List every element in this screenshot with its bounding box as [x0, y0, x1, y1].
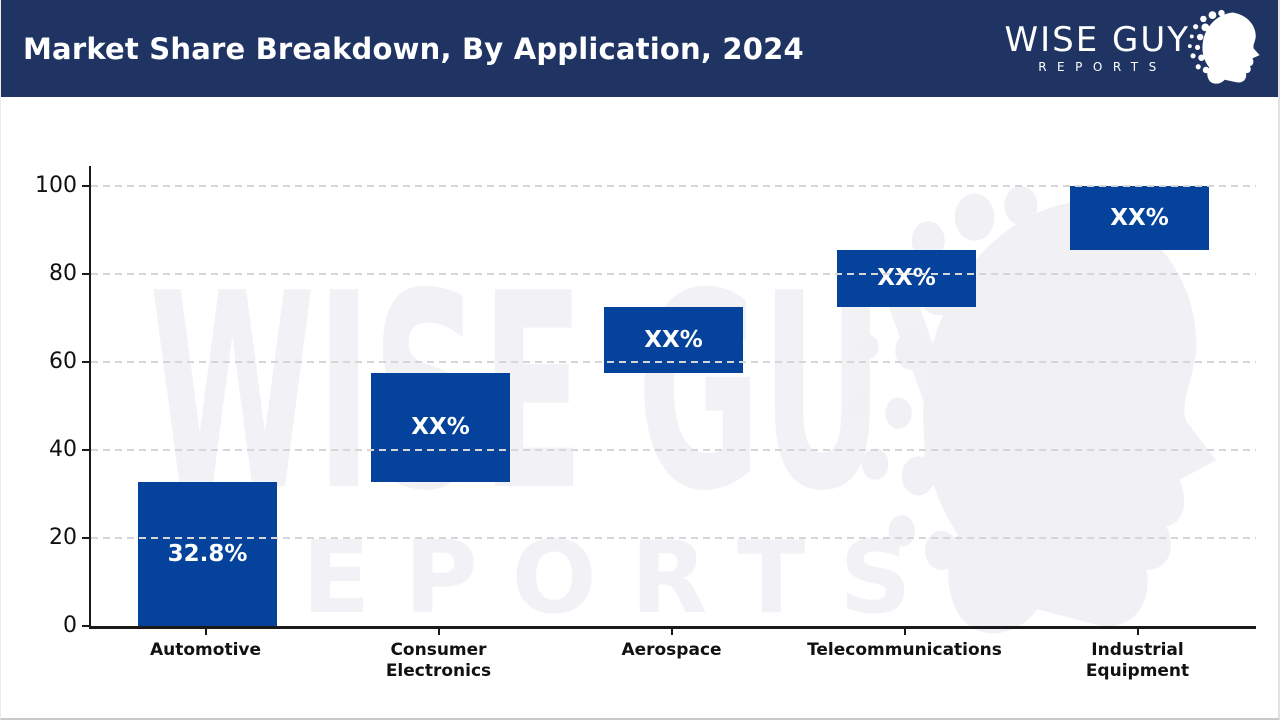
y-tick-mark: [82, 184, 90, 187]
x-category-label: Telecommunications: [807, 640, 1002, 660]
gridline: [91, 184, 1256, 187]
x-tick-mark: [437, 627, 440, 635]
bar: XX%: [604, 306, 743, 373]
y-tick-label: 80: [49, 260, 77, 286]
x-tick-mark: [670, 627, 673, 635]
y-tick-mark: [82, 360, 90, 363]
watermark-subtext: REPORTS: [191, 519, 946, 636]
header-bar: Market Share Breakdown, By Application, …: [1, 0, 1278, 97]
gridline: [91, 360, 1256, 363]
y-tick-mark: [82, 448, 90, 451]
bar-value-label: XX%: [1110, 204, 1169, 231]
x-category-label: Automotive: [149, 640, 262, 660]
gridline: [91, 272, 1256, 275]
logo-wordmark: WISE GUY: [1004, 20, 1190, 60]
bar: XX%: [1070, 185, 1209, 250]
x-tick-mark: [204, 627, 207, 635]
brand-logo: WISE GUY REPORTS: [1004, 8, 1268, 90]
x-category-label: Consumer Electronics: [385, 640, 492, 681]
gridline: [91, 536, 1256, 539]
bar-value-label: XX%: [411, 414, 470, 441]
y-tick-label: 40: [49, 436, 77, 462]
y-tick-mark: [82, 272, 90, 275]
y-tick-label: 60: [49, 348, 77, 374]
brand-logo-text: WISE GUY REPORTS: [1004, 23, 1190, 74]
bar-value-label: 32.8%: [167, 540, 248, 567]
x-tick-mark: [903, 627, 906, 635]
chart-title: Market Share Breakdown, By Application, …: [23, 31, 804, 66]
bar: 32.8%: [138, 481, 277, 626]
y-tick-label: 0: [63, 613, 77, 638]
gridline: [91, 448, 1256, 451]
x-category-label: Industrial Equipment: [1085, 640, 1190, 681]
x-tick-mark: [1136, 627, 1139, 635]
bar-value-label: XX%: [644, 326, 703, 353]
bar-value-label: XX%: [877, 265, 936, 292]
y-tick-label: 20: [49, 524, 77, 550]
x-category-label: Aerospace: [621, 640, 722, 660]
y-tick-mark: [82, 625, 90, 627]
y-tick-label: 100: [35, 172, 77, 198]
bar: XX%: [371, 372, 510, 482]
logo-head-icon: [1187, 9, 1260, 84]
logo-subtext: REPORTS: [1038, 60, 1167, 74]
plot-area: 32.8% XX% XX% XX% XX%: [89, 166, 1256, 629]
bar: XX%: [837, 249, 976, 307]
y-tick-mark: [82, 536, 90, 539]
